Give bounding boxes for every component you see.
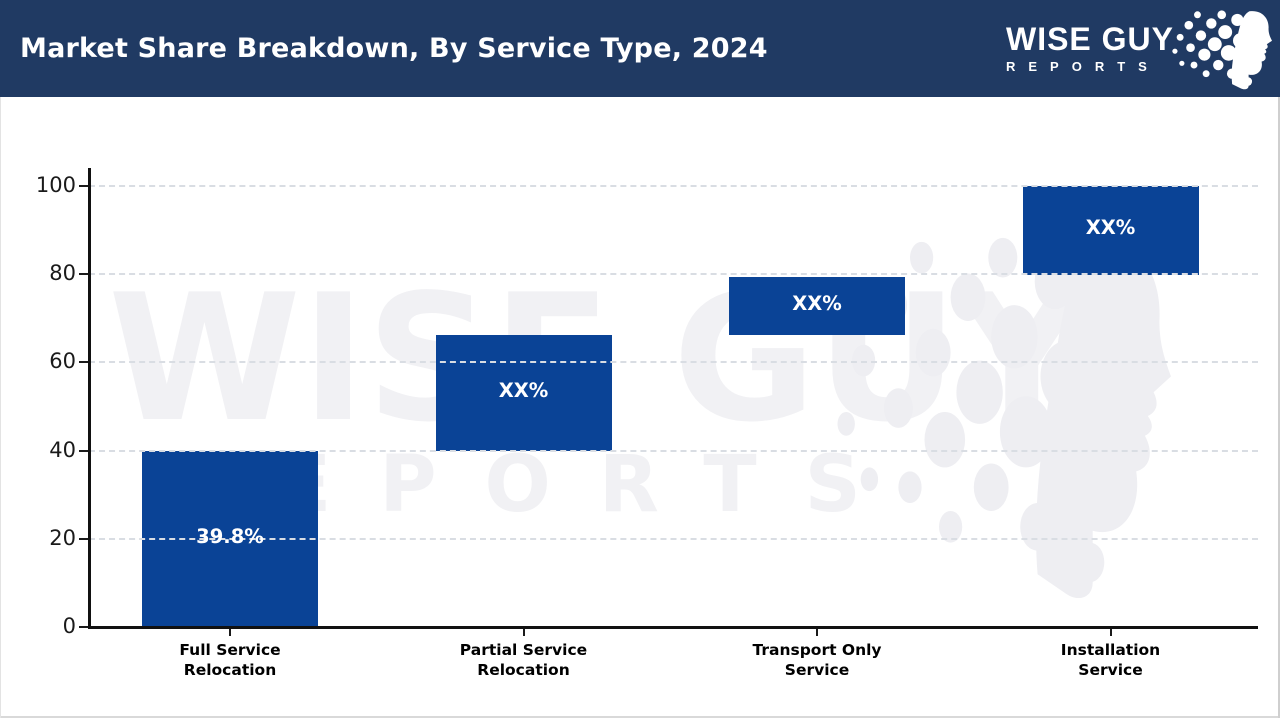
- y-tick-label-40: 40: [49, 437, 76, 462]
- gridline-100: [89, 185, 1258, 187]
- left-hairline: [0, 97, 1, 718]
- logo-text: WISE GUY REPORTS: [1006, 23, 1174, 74]
- bar-value-label: XX%: [792, 291, 842, 315]
- y-tick-label-100: 100: [35, 173, 76, 197]
- y-tick-label-60: 60: [49, 349, 76, 374]
- gridline-60: [89, 361, 1258, 364]
- y-tick-label-0: 0: [62, 614, 76, 638]
- category-label-1: Full Service Relocation: [179, 641, 281, 680]
- bar-installation-service[interactable]: [1022, 186, 1199, 275]
- x-tick-mark: [522, 629, 525, 636]
- y-tick-mark: [79, 185, 88, 187]
- y-tick-label-80: 80: [49, 261, 76, 286]
- bottom-hairline: [0, 716, 1280, 718]
- logo-face-icon: [1172, 9, 1272, 89]
- logo-subtitle: REPORTS: [1005, 59, 1160, 74]
- bar-value-label: XX%: [1085, 216, 1136, 240]
- y-tick-mark: [79, 273, 88, 276]
- header: Market Share Breakdown, By Service Type,…: [0, 0, 1280, 97]
- x-axis-line: [88, 626, 1258, 629]
- gridline-80: [89, 273, 1258, 276]
- y-tick-mark: [79, 626, 88, 628]
- bar-transport-only-service[interactable]: [729, 276, 905, 335]
- bar-partial-service-relocation[interactable]: [435, 334, 612, 452]
- wiseguy-logo: WISE GUY REPORTS: [1006, 7, 1280, 91]
- x-tick-mark: [1109, 629, 1112, 636]
- gridline-20: [89, 537, 1258, 540]
- right-hairline: [1278, 97, 1280, 718]
- x-tick-mark: [229, 629, 231, 636]
- y-tick-label-20: 20: [49, 525, 76, 550]
- bar-value-label: XX%: [498, 379, 549, 403]
- bar-value-label: 39.8%: [196, 525, 264, 549]
- category-label-2: Partial Service Relocation: [459, 641, 588, 680]
- page-title: Market Share Breakdown, By Service Type,…: [20, 33, 768, 64]
- y-tick-mark: [79, 449, 88, 452]
- x-tick-mark: [816, 629, 818, 636]
- y-axis-line: [88, 168, 91, 629]
- y-tick-mark: [79, 361, 88, 364]
- category-label-4: Installation Service: [1060, 641, 1161, 680]
- category-label-3: Transport Only Service: [752, 641, 882, 680]
- gridline-40: [89, 449, 1258, 452]
- logo-wordmark: WISE GUY: [1005, 21, 1174, 57]
- y-tick-mark: [79, 537, 88, 540]
